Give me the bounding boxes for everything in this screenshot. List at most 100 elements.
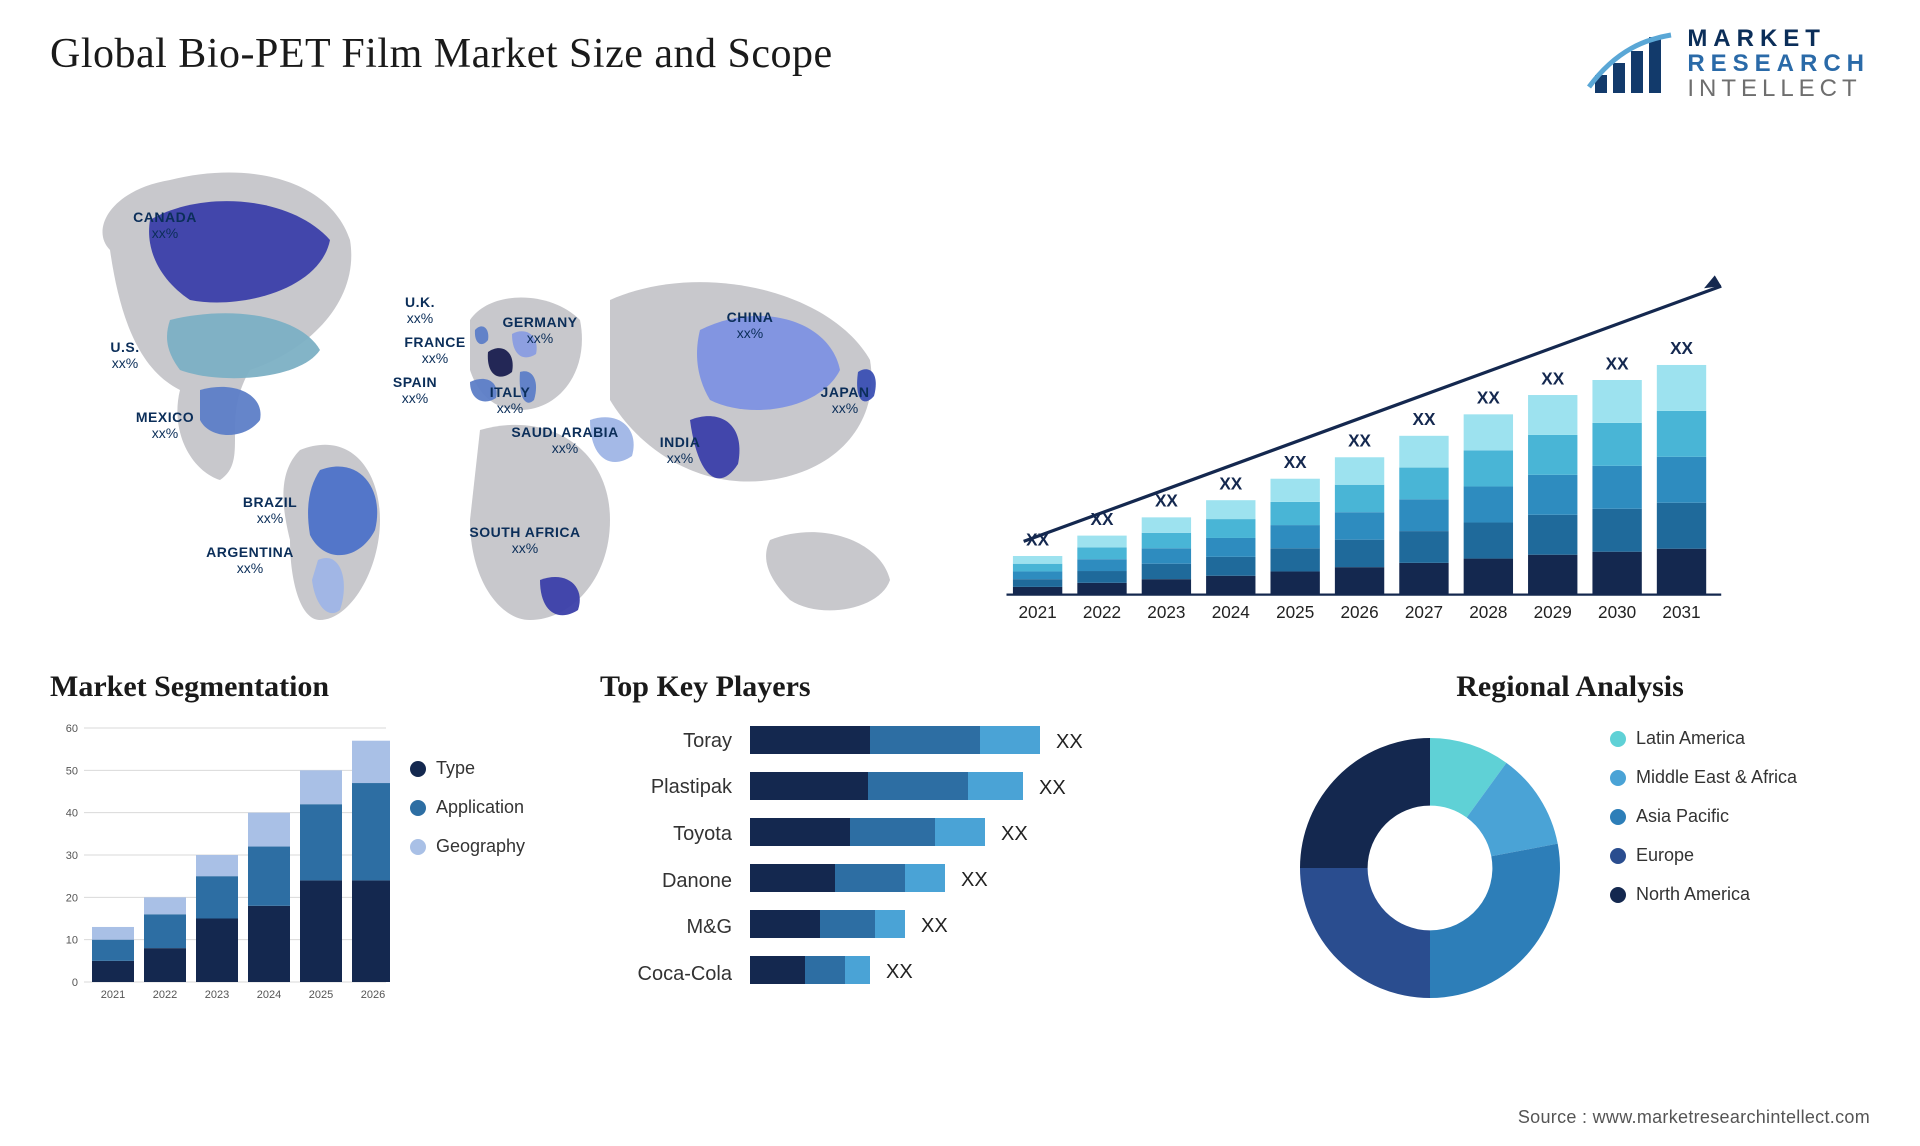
svg-text:XX: XX: [1670, 338, 1693, 358]
page-title: Global Bio-PET Film Market Size and Scop…: [50, 20, 833, 78]
regional-donut: [1270, 718, 1590, 1018]
map-label-germany: GERMANYxx%: [502, 314, 577, 346]
svg-text:XX: XX: [961, 869, 988, 891]
legend-dot-icon: [1610, 887, 1626, 903]
svg-text:2026: 2026: [1340, 602, 1378, 622]
svg-text:20: 20: [66, 892, 78, 904]
segmentation-chart: 0 10 20 30 40 50 60 2021 2022 2023 2024 2025 2026: [50, 718, 390, 1008]
legend-dot-icon: [410, 800, 426, 816]
svg-text:XX: XX: [1091, 509, 1114, 529]
logo-line-2: RESEARCH: [1687, 51, 1870, 76]
legend-label: Europe: [1636, 845, 1694, 866]
source-text: Source : www.marketresearchintellect.com: [1518, 1107, 1870, 1128]
svg-text:2024: 2024: [1212, 602, 1251, 622]
map-label-saudi-arabia: SAUDI ARABIAxx%: [511, 424, 618, 456]
legend-dot-icon: [1610, 731, 1626, 747]
seg-legend-type: Type: [410, 758, 570, 779]
world-map: CANADAxx% U.S.xx% MEXICOxx% BRAZILxx% ARGENT…: [50, 120, 930, 640]
svg-text:XX: XX: [1606, 353, 1629, 373]
svg-text:XX: XX: [1348, 431, 1371, 451]
svg-text:XX: XX: [1056, 731, 1083, 753]
legend-label: Geography: [436, 836, 525, 857]
regional-legend: Latin America Middle East & Africa Asia Pa…: [1610, 718, 1870, 923]
brand-logo: MARKET RESEARCH INTELLECT: [1587, 20, 1870, 102]
segmentation-legend: Type Application Geography: [410, 718, 570, 875]
region-legend-europe: Europe: [1610, 845, 1870, 866]
player-label-toray: Toray: [600, 730, 732, 753]
svg-text:XX: XX: [1155, 491, 1178, 511]
svg-text:2023: 2023: [205, 989, 229, 1001]
svg-text:10: 10: [66, 935, 78, 947]
svg-text:2029: 2029: [1534, 602, 1572, 622]
map-label-france: FRANCExx%: [404, 334, 465, 366]
region-legend-asia-pacific: Asia Pacific: [1610, 806, 1870, 827]
legend-label: Middle East & Africa: [1636, 767, 1797, 788]
svg-text:0: 0: [72, 977, 78, 989]
map-label-u-k-: U.K.xx%: [405, 294, 435, 326]
legend-dot-icon: [1610, 848, 1626, 864]
svg-text:2023: 2023: [1147, 602, 1185, 622]
svg-text:XX: XX: [1413, 409, 1436, 429]
player-label-m-g: M&G: [600, 916, 732, 939]
svg-text:XX: XX: [1001, 823, 1028, 845]
growth-chart: 2021XX2022XX2023XX2024XX2025XX2026XX2027…: [970, 120, 1870, 640]
legend-dot-icon: [410, 839, 426, 855]
seg-legend-geography: Geography: [410, 836, 570, 857]
map-label-china: CHINAxx%: [727, 309, 774, 341]
svg-text:40: 40: [66, 808, 78, 820]
segmentation-title: Market Segmentation: [50, 670, 570, 704]
svg-text:XX: XX: [921, 915, 948, 937]
svg-text:2030: 2030: [1598, 602, 1636, 622]
region-legend-latin-america: Latin America: [1610, 728, 1870, 749]
map-label-canada: CANADAxx%: [133, 209, 197, 241]
svg-text:2024: 2024: [257, 989, 281, 1001]
legend-label: Type: [436, 758, 475, 779]
map-label-south-africa: SOUTH AFRICAxx%: [469, 524, 580, 556]
player-label-toyota: Toyota: [600, 823, 732, 846]
seg-legend-application: Application: [410, 797, 570, 818]
svg-text:2027: 2027: [1405, 602, 1443, 622]
svg-text:2028: 2028: [1469, 602, 1507, 622]
legend-label: Application: [436, 797, 524, 818]
legend-label: Asia Pacific: [1636, 806, 1729, 827]
map-label-india: INDIAxx%: [660, 434, 701, 466]
legend-dot-icon: [1610, 770, 1626, 786]
svg-text:2026: 2026: [361, 989, 385, 1001]
svg-text:XX: XX: [1477, 388, 1500, 408]
svg-text:XX: XX: [1541, 368, 1564, 388]
svg-text:XX: XX: [886, 961, 913, 983]
svg-text:2021: 2021: [101, 989, 125, 1001]
svg-text:60: 60: [66, 723, 78, 735]
map-label-japan: JAPANxx%: [821, 384, 870, 416]
logo-line-1: MARKET: [1687, 26, 1870, 51]
player-label-coca-cola: Coca-Cola: [600, 963, 732, 986]
legend-label: Latin America: [1636, 728, 1745, 749]
svg-text:XX: XX: [1039, 777, 1066, 799]
legend-label: North America: [1636, 884, 1750, 905]
map-label-spain: SPAINxx%: [393, 374, 437, 406]
regional-title: Regional Analysis: [1270, 670, 1870, 704]
map-label-argentina: ARGENTINAxx%: [206, 544, 294, 576]
svg-text:2021: 2021: [1019, 602, 1057, 622]
svg-text:30: 30: [66, 850, 78, 862]
logo-icon: [1587, 29, 1673, 99]
svg-text:50: 50: [66, 765, 78, 777]
map-label-brazil: BRAZILxx%: [243, 494, 297, 526]
svg-text:2025: 2025: [309, 989, 333, 1001]
players-labels: TorayPlastipakToyotaDanoneM&GCoca-Cola: [600, 718, 740, 998]
svg-text:XX: XX: [1026, 529, 1049, 549]
players-chart: XX XX XX XX XX XX: [750, 718, 1240, 998]
players-title: Top Key Players: [600, 670, 1240, 704]
legend-dot-icon: [1610, 809, 1626, 825]
player-label-plastipak: Plastipak: [600, 776, 732, 799]
svg-text:2022: 2022: [153, 989, 177, 1001]
map-label-italy: ITALYxx%: [490, 384, 531, 416]
svg-text:XX: XX: [1219, 473, 1242, 493]
svg-text:XX: XX: [1284, 452, 1307, 472]
region-legend-north-america: North America: [1610, 884, 1870, 905]
region-legend-middle-east-africa: Middle East & Africa: [1610, 767, 1870, 788]
map-label-u-s-: U.S.xx%: [110, 339, 139, 371]
map-label-mexico: MEXICOxx%: [136, 409, 194, 441]
svg-text:2025: 2025: [1276, 602, 1314, 622]
logo-line-3: INTELLECT: [1687, 76, 1870, 101]
